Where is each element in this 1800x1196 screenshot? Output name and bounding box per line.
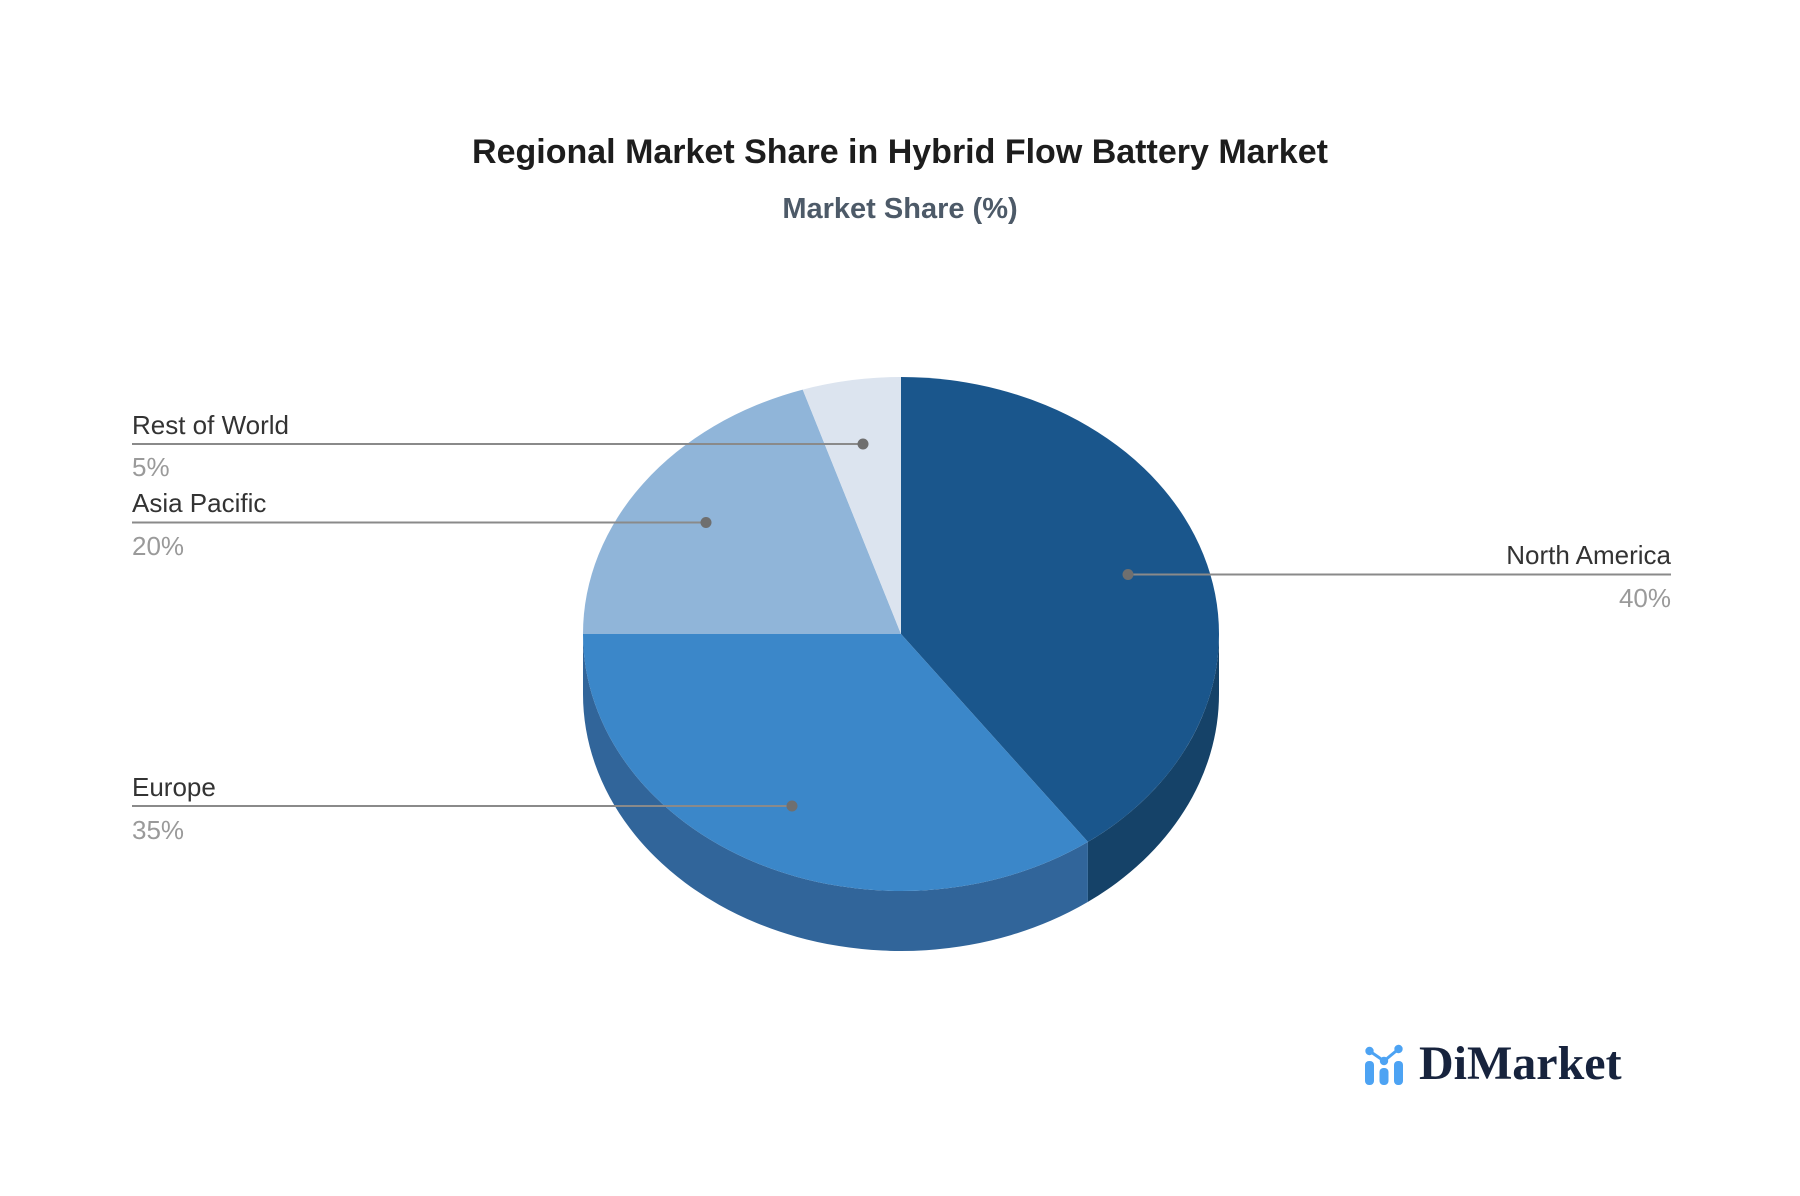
mini-bar-line-chart-icon [1365,1044,1403,1085]
slice-pct-north-america: 40% [1618,583,1671,613]
slice-pct-rest-of-world: 5% [132,452,170,482]
slice-pct-asia-pacific: 20% [132,531,185,561]
pie-side-north-america [1087,634,1219,902]
slice-label-north-america: North America [1506,540,1671,570]
pie-slice-north-america [901,377,1219,842]
chart-title: Regional Market Share in Hybrid Flow Bat… [472,133,1328,171]
slice-label-rest-of-world: Rest of World [132,410,290,440]
logo-text: DiMarket [1419,1037,1622,1090]
dimarket-logo: DiMarket [1362,1040,1622,1088]
slice-label-europe: Europe [132,772,216,802]
leader-dot-north-america [1122,569,1134,580]
pie-side-europe [583,634,1088,951]
chart-subtitle: Market Share (%) [782,193,1018,225]
pie-slice-europe [583,634,1088,891]
leader-dot-rest-of-world [857,438,869,450]
slice-label-asia-pacific: Asia Pacific [132,488,267,518]
pie-slice-rest-of-world [802,377,901,634]
pie-slice-asia-pacific [583,389,901,634]
leader-dot-europe [786,800,798,812]
leader-dot-asia-pacific [700,517,712,528]
slice-pct-europe: 35% [132,815,185,845]
